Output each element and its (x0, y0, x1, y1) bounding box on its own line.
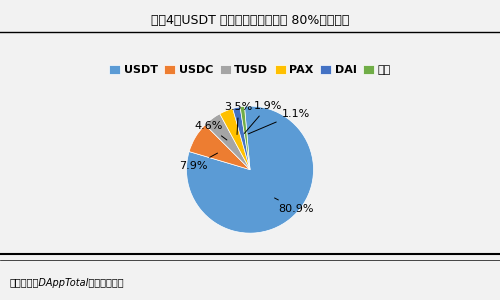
Text: 4.6%: 4.6% (194, 122, 227, 140)
Wedge shape (232, 107, 250, 170)
Wedge shape (240, 106, 250, 170)
Text: 7.9%: 7.9% (178, 153, 218, 172)
Wedge shape (220, 109, 250, 169)
Text: 80.9%: 80.9% (274, 198, 314, 214)
Text: 1.9%: 1.9% (244, 101, 282, 134)
Text: 资料来源：DAppTotal，恒大研究院: 资料来源：DAppTotal，恒大研究院 (10, 278, 124, 288)
Wedge shape (189, 125, 250, 170)
Wedge shape (205, 114, 250, 170)
Legend: USDT, USDC, TUSD, PAX, DAI, 其他: USDT, USDC, TUSD, PAX, DAI, 其他 (104, 61, 396, 80)
Wedge shape (186, 106, 314, 233)
Text: 图表4：USDT 占据全球稳定币市场 80%以上份额: 图表4：USDT 占据全球稳定币市场 80%以上份额 (151, 14, 349, 26)
Text: 3.5%: 3.5% (224, 102, 252, 134)
Text: 1.1%: 1.1% (248, 109, 310, 134)
